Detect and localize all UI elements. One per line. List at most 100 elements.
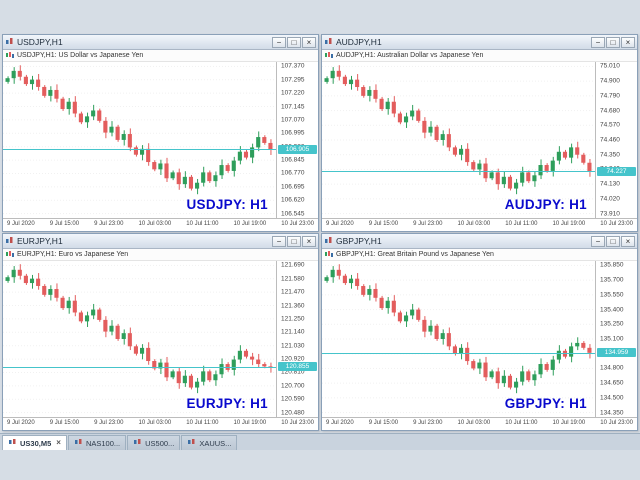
chart-tab-xauusd[interactable]: XAUUS... [181, 435, 238, 450]
price-axis-label: 74.460 [600, 136, 620, 144]
minimize-button[interactable]: − [272, 36, 286, 48]
price-axis-label: 106.620 [281, 196, 305, 204]
plot-area[interactable]: EURJPY: H1 [3, 261, 276, 417]
maximize-button[interactable]: □ [606, 235, 620, 247]
price-axis-label: 120.590 [281, 395, 305, 403]
price-axis-label: 135.700 [600, 276, 624, 284]
minimize-button[interactable]: − [591, 235, 605, 247]
price-axis-label: 120.920 [281, 355, 305, 363]
chart-watermark-label: EURJPY: H1 [186, 396, 268, 411]
price-axis-label: 74.020 [600, 195, 620, 203]
window-titlebar[interactable]: GBPJPY,H1 − □ × [322, 234, 637, 249]
price-axis-label: 121.580 [281, 275, 305, 283]
maximize-button[interactable]: □ [606, 36, 620, 48]
chart-window-icon [324, 37, 333, 48]
time-axis-label: 10 Jul 03:00 [138, 420, 172, 426]
price-axis-label: 107.070 [281, 116, 305, 124]
time-axis[interactable]: 9 Jul 2020 9 Jul 15:00 9 Jul 23:00 10 Jul 0… [322, 417, 637, 428]
price-axis-label: 106.770 [281, 169, 305, 177]
price-axis-label: 121.690 [281, 261, 305, 269]
price-axis[interactable]: 74.227 75.010 74.900 74.790 74.680 74.570 74.… [595, 62, 637, 218]
chart-window-gbpjpy: GBPJPY,H1 − □ × GBPJPY,H1: Great Britain… [321, 233, 638, 431]
minimize-button[interactable]: − [272, 235, 286, 247]
candles-mini-icon [325, 51, 333, 61]
maximize-button[interactable]: □ [287, 235, 301, 247]
close-button[interactable]: × [302, 235, 316, 247]
tab-chart-icon [133, 438, 142, 448]
close-button[interactable]: × [621, 36, 635, 48]
chart-tab-nas100[interactable]: NAS100... [67, 435, 127, 450]
time-axis-label: 10 Jul 19:00 [233, 221, 267, 227]
price-axis-label: 120.700 [281, 382, 305, 390]
candles-mini-icon [325, 250, 333, 260]
chart-info-label: USDJPY,H1: US Dollar vs Japanese Yen [17, 52, 144, 59]
tab-close-icon[interactable]: × [56, 438, 61, 447]
price-axis-label: 134.350 [600, 409, 624, 417]
plot-area[interactable]: GBPJPY: H1 [322, 261, 595, 417]
close-button[interactable]: × [302, 36, 316, 48]
price-axis[interactable]: 106.905 107.370 107.295 107.220 107.145 107.… [276, 62, 318, 218]
current-price-line [3, 366, 276, 368]
time-axis[interactable]: 9 Jul 2020 9 Jul 15:00 9 Jul 23:00 10 Jul 0… [3, 417, 318, 428]
tab-label: XAUUS... [199, 438, 232, 448]
price-axis-label: 121.030 [281, 342, 305, 350]
chart-window-audjpy: AUDJPY,H1 − □ × AUDJPY,H1: Australian Do… [321, 34, 638, 232]
price-axis-label: 135.850 [600, 261, 624, 269]
chart-tab-us30[interactable]: US30,M5 × [2, 435, 67, 450]
price-axis-label: 135.250 [600, 320, 624, 328]
window-titlebar[interactable]: USDJPY,H1 − □ × [3, 35, 318, 50]
plot-area[interactable]: USDJPY: H1 [3, 62, 276, 218]
time-axis-label: 10 Jul 23:00 [600, 221, 633, 227]
time-axis-label: 10 Jul 19:00 [552, 420, 586, 426]
chart-watermark-label: USDJPY: H1 [186, 197, 268, 212]
time-axis[interactable]: 9 Jul 2020 9 Jul 15:00 9 Jul 23:00 10 Jul 0… [3, 218, 318, 229]
maximize-button[interactable]: □ [287, 36, 301, 48]
price-axis-label: 74.130 [600, 180, 620, 188]
tab-label: NAS100... [85, 438, 121, 448]
price-axis-label: 121.140 [281, 328, 305, 336]
price-axis-label: 121.360 [281, 302, 305, 310]
time-axis-label: 9 Jul 2020 [326, 221, 354, 227]
time-axis[interactable]: 9 Jul 2020 9 Jul 15:00 9 Jul 23:00 10 Jul 0… [322, 218, 637, 229]
price-axis-label: 106.545 [281, 210, 305, 218]
price-axis[interactable]: 120.855 121.690 121.580 121.470 121.360 121.… [276, 261, 318, 417]
window-titlebar[interactable]: AUDJPY,H1 − □ × [322, 35, 637, 50]
current-price-line [322, 352, 595, 354]
price-axis-label: 106.995 [281, 129, 305, 137]
price-axis-label: 106.695 [281, 183, 305, 191]
minimize-button[interactable]: − [591, 36, 605, 48]
chart-window-usdjpy: USDJPY,H1 − □ × USDJPY,H1: US Dollar vs … [2, 34, 319, 232]
price-axis-label: 107.370 [281, 62, 305, 70]
price-axis-label: 135.100 [600, 335, 624, 343]
price-axis-label: 121.250 [281, 315, 305, 323]
candles-mini-icon [6, 250, 14, 260]
close-button[interactable]: × [621, 235, 635, 247]
price-axis-label: 120.480 [281, 409, 305, 417]
time-axis-label: 9 Jul 2020 [326, 420, 354, 426]
window-title: AUDJPY,H1 [336, 37, 382, 47]
price-axis-label: 74.350 [600, 151, 620, 159]
time-axis-label: 9 Jul 15:00 [368, 420, 399, 426]
candles-mini-icon [6, 51, 14, 61]
time-axis-label: 9 Jul 15:00 [49, 420, 80, 426]
tab-label: US30,M5 [20, 438, 52, 448]
time-axis-label: 9 Jul 23:00 [413, 420, 443, 426]
chart-tab-us500[interactable]: US500... [127, 435, 181, 450]
chart-watermark-label: GBPJPY: H1 [504, 396, 587, 411]
time-axis-label: 10 Jul 11:00 [186, 221, 219, 227]
window-titlebar[interactable]: EURJPY,H1 − □ × [3, 234, 318, 249]
time-axis-label: 10 Jul 11:00 [186, 420, 219, 426]
time-axis-label: 10 Jul 23:00 [600, 420, 633, 426]
time-axis-label: 9 Jul 23:00 [94, 221, 124, 227]
price-axis-label: 134.500 [600, 394, 624, 402]
price-axis-label: 121.470 [281, 288, 305, 296]
time-axis-label: 10 Jul 23:00 [281, 420, 314, 426]
time-axis-label: 10 Jul 19:00 [552, 221, 586, 227]
plot-area[interactable]: AUDJPY: H1 [322, 62, 595, 218]
price-axis-label: 75.010 [600, 62, 620, 70]
price-axis[interactable]: 134.959 135.850 135.700 135.550 135.400 135.… [595, 261, 637, 417]
price-axis-label: 74.790 [600, 92, 620, 100]
time-axis-label: 10 Jul 23:00 [281, 221, 314, 227]
time-axis-label: 9 Jul 23:00 [94, 420, 124, 426]
current-price-badge: 134.959 [597, 348, 636, 358]
